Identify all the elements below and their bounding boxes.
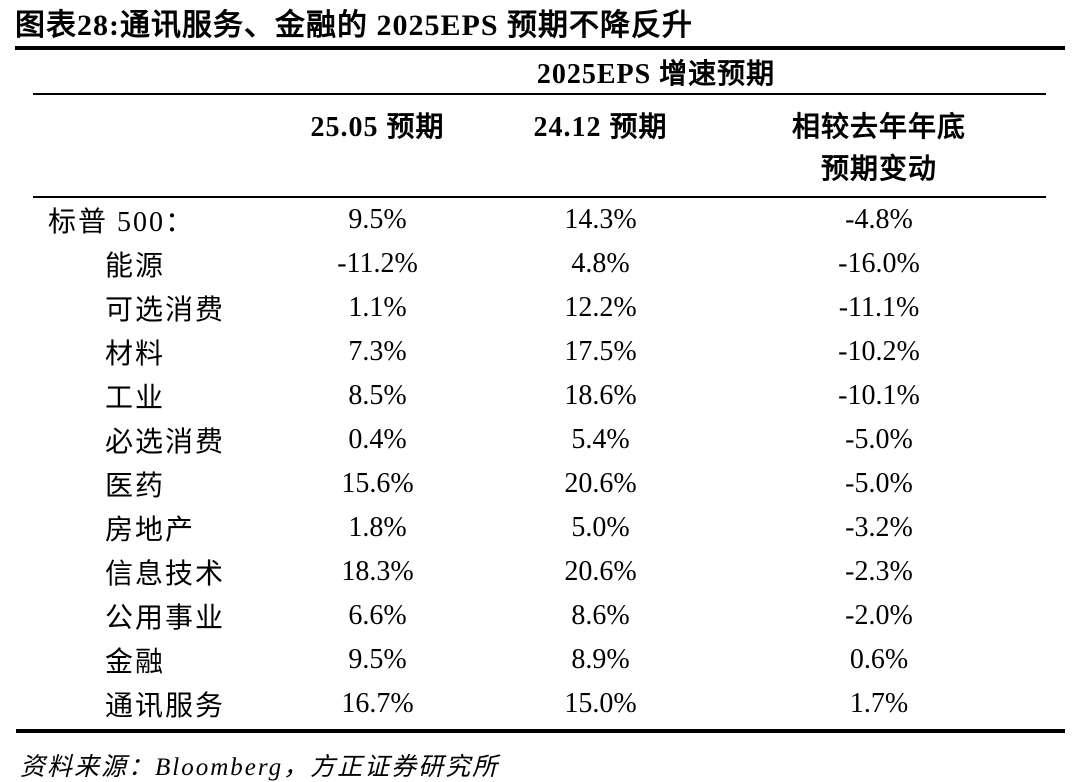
cell-forecast_2505: 9.5% <box>348 644 407 675</box>
table-body: 标普 500： 9.5% 14.3% -4.8% 能源 -11.2% 4.8% -16.0% 可… <box>33 197 1046 726</box>
cell-change: -2.3% <box>845 556 913 587</box>
cell-change: -3.2% <box>845 512 913 543</box>
row-label: 医药 <box>105 471 166 502</box>
row-label: 通讯服务 <box>105 691 226 722</box>
cell-forecast_2505: 8.5% <box>348 380 407 411</box>
cell-forecast_2505: 18.3% <box>341 556 414 587</box>
column-header-row: 25.05 预期 24.12 预期 相较去年年底 预期变动 <box>33 94 1046 198</box>
cell-forecast_2412: 17.5% <box>564 336 637 367</box>
cell-forecast_2505: 0.4% <box>348 424 407 455</box>
table-row: 能源 -11.2% 4.8% -16.0% <box>33 242 1046 286</box>
column-header-change-line1: 相较去年年底 <box>791 112 966 143</box>
column-header-change-line2: 预期变动 <box>820 154 937 185</box>
column-header-spacer <box>33 94 266 198</box>
group-header-label: 2025EPS 增速预期 <box>266 50 1046 95</box>
cell-change: 1.7% <box>849 688 909 719</box>
row-label: 可选消费 <box>105 295 226 326</box>
group-header-row: 2025EPS 增速预期 <box>33 50 1046 95</box>
cell-change: 0.6% <box>849 644 909 675</box>
cell-forecast_2412: 8.9% <box>571 644 630 675</box>
row-label: 金融 <box>105 647 166 678</box>
column-header-change: 相较去年年底 预期变动 <box>712 94 1046 198</box>
title-underline-rule <box>15 46 1065 50</box>
cell-forecast_2505: 16.7% <box>341 688 414 719</box>
table-row: 房地产 1.8% 5.0% -3.2% <box>33 506 1046 550</box>
table-row: 材料 7.3% 17.5% -10.2% <box>33 330 1046 374</box>
row-label: 必选消费 <box>105 427 226 458</box>
row-label: 信息技术 <box>105 559 226 590</box>
table-row: 医药 15.6% 20.6% -5.0% <box>33 462 1046 506</box>
column-header-2505-label: 25.05 预期 <box>310 112 445 143</box>
cell-change: -2.0% <box>845 600 913 631</box>
table-bottom-rule <box>16 729 1065 733</box>
table-row: 信息技术 18.3% 20.6% -2.3% <box>33 550 1046 594</box>
row-label: 标普 500： <box>48 207 196 238</box>
group-header-spacer <box>33 50 266 95</box>
table-row: 公用事业 6.6% 8.6% -2.0% <box>33 594 1046 638</box>
cell-forecast_2505: 1.1% <box>348 292 407 323</box>
cell-change: -16.0% <box>838 248 920 279</box>
row-label: 工业 <box>105 383 166 414</box>
row-label: 能源 <box>105 251 166 282</box>
cell-change: -10.1% <box>838 380 920 411</box>
table-row: 金融 9.5% 8.9% 0.6% <box>33 638 1046 682</box>
table-row: 工业 8.5% 18.6% -10.1% <box>33 374 1046 418</box>
cell-forecast_2505: -11.2% <box>337 248 418 279</box>
source-note: 资料来源：Bloomberg，方正证券研究所 <box>20 754 500 781</box>
table-row: 必选消费 0.4% 5.4% -5.0% <box>33 418 1046 462</box>
row-label: 材料 <box>105 339 166 370</box>
cell-change: -5.0% <box>845 468 913 499</box>
cell-forecast_2412: 12.2% <box>564 292 637 323</box>
cell-change: -11.1% <box>838 292 920 323</box>
figure-title: 图表28:通讯服务、金融的 2025EPS 预期不降反升 <box>15 9 694 42</box>
table-row: 通讯服务 16.7% 15.0% 1.7% <box>33 682 1046 726</box>
eps-forecast-table: 2025EPS 增速预期 25.05 预期 24.12 预期 相较去年年底 预期… <box>33 50 1046 726</box>
row-label: 公用事业 <box>105 603 226 634</box>
cell-forecast_2412: 14.3% <box>564 204 637 235</box>
column-header-2412-label: 24.12 预期 <box>533 112 668 143</box>
cell-forecast_2505: 1.8% <box>348 512 407 543</box>
cell-change: -5.0% <box>845 424 913 455</box>
cell-forecast_2412: 20.6% <box>564 556 637 587</box>
cell-forecast_2412: 18.6% <box>564 380 637 411</box>
cell-forecast_2412: 20.6% <box>564 468 637 499</box>
cell-change: -10.2% <box>838 336 920 367</box>
cell-forecast_2505: 9.5% <box>348 204 407 235</box>
cell-forecast_2505: 15.6% <box>341 468 414 499</box>
row-label: 房地产 <box>105 515 196 546</box>
cell-forecast_2412: 5.4% <box>571 424 630 455</box>
cell-change: -4.8% <box>845 204 913 235</box>
cell-forecast_2505: 6.6% <box>348 600 407 631</box>
cell-forecast_2412: 4.8% <box>571 248 630 279</box>
cell-forecast_2412: 15.0% <box>564 688 637 719</box>
column-header-2412: 24.12 预期 <box>489 94 712 198</box>
table-row: 标普 500： 9.5% 14.3% -4.8% <box>33 197 1046 242</box>
column-header-2505: 25.05 预期 <box>266 94 489 198</box>
cell-forecast_2505: 7.3% <box>348 336 407 367</box>
cell-forecast_2412: 5.0% <box>571 512 630 543</box>
cell-forecast_2412: 8.6% <box>571 600 630 631</box>
table-row: 可选消费 1.1% 12.2% -11.1% <box>33 286 1046 330</box>
